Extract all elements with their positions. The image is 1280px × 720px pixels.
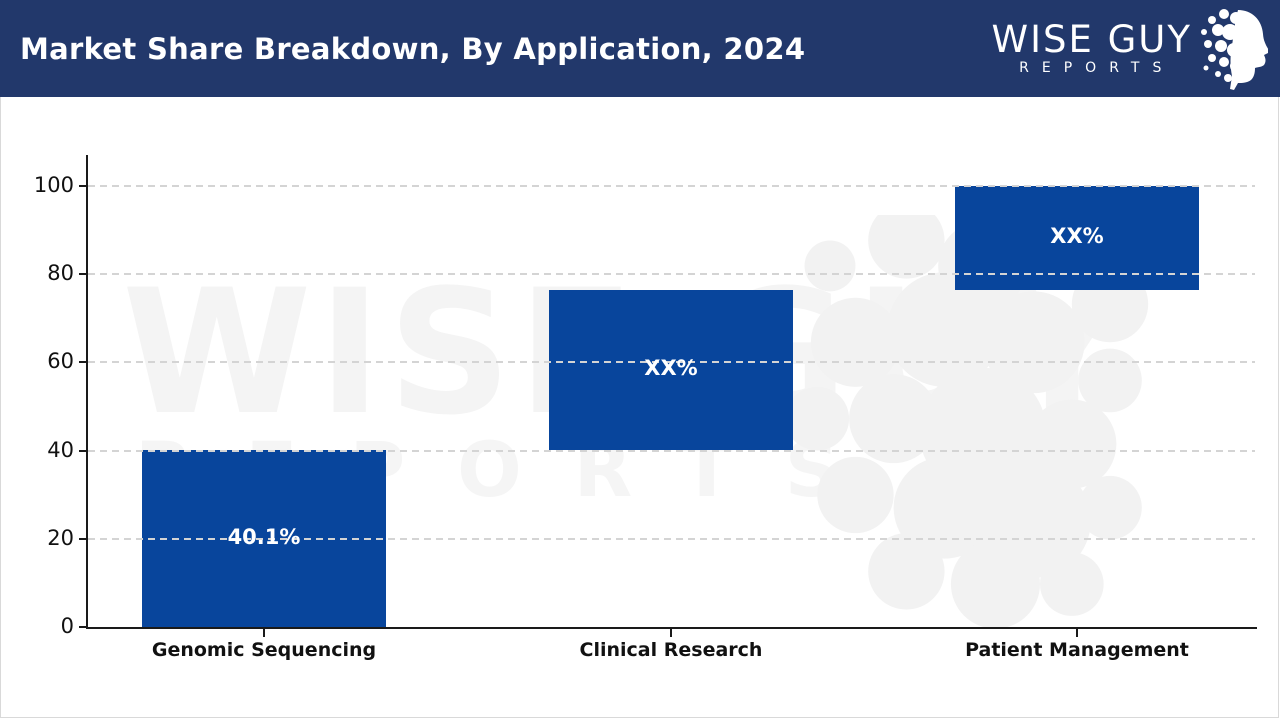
gridline	[88, 361, 1255, 364]
y-tick-label: 60	[47, 349, 74, 374]
bar-value-label: XX%	[1050, 223, 1104, 248]
bar	[549, 289, 793, 451]
x-tick-mark	[1076, 629, 1078, 637]
y-tick-mark	[79, 449, 88, 452]
gridline	[88, 449, 1255, 452]
x-tick-mark	[670, 629, 672, 637]
gridline	[88, 537, 1255, 540]
logo-text: WISE GUY REPORTS	[992, 21, 1192, 76]
logo-reports-label: REPORTS	[1019, 59, 1175, 76]
y-tick-mark	[79, 185, 88, 187]
y-tick-mark	[79, 273, 88, 276]
y-tick-mark	[79, 537, 88, 540]
y-tick-mark	[79, 626, 88, 628]
y-tick-label: 100	[33, 173, 74, 197]
x-tick-mark	[263, 629, 265, 637]
y-tick-mark	[79, 361, 88, 364]
y-tick-label: 40	[47, 437, 74, 462]
bar-value-label: XX%	[644, 355, 698, 380]
y-tick-label: 20	[47, 525, 74, 550]
x-category-label: Patient Management	[965, 639, 1189, 661]
x-category-label: Clinical Research	[579, 639, 763, 661]
gridline	[88, 185, 1255, 187]
wiseguy-face-icon	[1201, 9, 1268, 90]
logo-wiseguy-label: WISE GUY	[991, 17, 1192, 61]
x-axis-line	[86, 627, 1257, 629]
wiseguy-logo: WISE GUY REPORTS	[992, 6, 1268, 90]
chart-title: Market Share Breakdown, By Application, …	[20, 31, 806, 66]
y-axis-line	[86, 155, 88, 629]
y-tick-label: 80	[47, 261, 74, 286]
y-tick-label: 0	[60, 614, 74, 638]
bar-value-label: 40.1%	[227, 524, 301, 549]
gridline	[88, 273, 1255, 276]
header: Market Share Breakdown, By Application, …	[0, 0, 1280, 97]
x-category-label: Genomic Sequencing	[151, 639, 377, 661]
